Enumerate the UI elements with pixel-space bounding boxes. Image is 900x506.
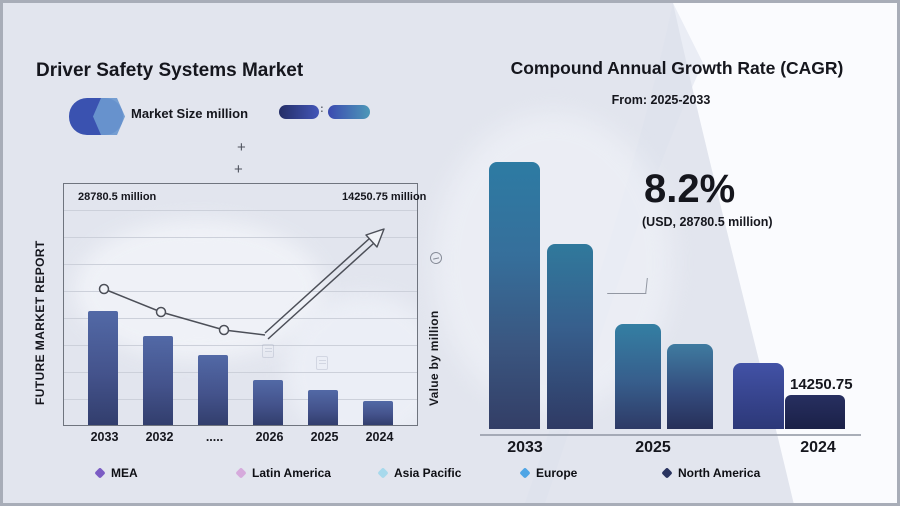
- ratio-pill-left-icon: [279, 105, 319, 119]
- ratio-pill-right-icon: [328, 105, 370, 119]
- legend-item-north-america: North America: [661, 466, 761, 480]
- watermark-doc-icon: [316, 356, 328, 370]
- cagr-x-label: 2025: [635, 439, 671, 456]
- ratio-separator: :: [320, 103, 324, 115]
- market-bar-2026: [253, 380, 283, 425]
- y-axis-label-left: FUTURE MARKET REPORT: [33, 240, 47, 406]
- market-x-label: 2032: [145, 430, 174, 444]
- pill-hexagon-shape: [93, 98, 125, 135]
- legend-label: North America: [678, 466, 761, 480]
- watermark-doc-icon: [262, 344, 274, 358]
- page-title: Driver Safety Systems Market: [36, 60, 304, 81]
- cagr-bar-2033-a: [489, 162, 540, 429]
- legend-item-latin-america: Latin America: [235, 466, 331, 480]
- legend-item-asia-pacific: Asia Pacific: [377, 466, 462, 480]
- legend-label: Latin America: [252, 466, 331, 480]
- cagr-annotation: 14250.75: [790, 376, 853, 393]
- cagr-bar-2024-b: [785, 395, 845, 429]
- cagr-title: Compound Annual Growth Rate (CAGR): [510, 58, 844, 78]
- cagr-note: (USD, 28780.5 million): [642, 215, 773, 229]
- market-x-label: 2033: [90, 430, 119, 444]
- legend-item-mea: MEA: [94, 466, 138, 480]
- market-x-label: .....: [205, 430, 224, 444]
- chart-start-value: 28780.5 million: [78, 191, 157, 203]
- y-axis-label-right: Value by million: [427, 310, 441, 406]
- market-bar-2025: [308, 390, 338, 425]
- cagr-axis-baseline: [480, 434, 861, 436]
- market-size-pill-icon: [69, 98, 125, 135]
- market-bar-.....: [198, 355, 228, 425]
- legend-diamond-icon: [235, 467, 247, 479]
- plus-mark-top: +: [237, 139, 246, 156]
- market-bar-2032: [143, 336, 173, 425]
- cagr-subtitle: From: 2025-2033: [611, 93, 711, 107]
- market-x-label: 2024: [365, 430, 394, 444]
- legend-diamond-icon: [661, 467, 673, 479]
- cagr-x-label: 2024: [800, 439, 836, 456]
- cagr-bar-2024-a: [733, 363, 784, 429]
- legend-label: Asia Pacific: [394, 466, 462, 480]
- cagr-bar-2025-a: [615, 324, 661, 429]
- legend-diamond-icon: [519, 467, 531, 479]
- market-x-label: 2026: [255, 430, 284, 444]
- market-bars: [88, 311, 393, 425]
- market-bar-2033: [88, 311, 118, 425]
- cagr-bar-2025-b: [667, 344, 713, 429]
- decorative-corner-bracket: [607, 278, 648, 294]
- legend-item-europe: Europe: [519, 466, 578, 480]
- legend-diamond-icon: [94, 467, 106, 479]
- market-x-label: 2025: [310, 430, 339, 444]
- plus-mark-bottom: +: [234, 161, 243, 178]
- cagr-bar-2033-b: [547, 244, 593, 429]
- market-x-labels: 2033 2032..... 2026 2025 2024: [63, 430, 418, 444]
- market-bar-2024: [363, 401, 393, 425]
- market-size-label: Market Size million: [131, 106, 249, 121]
- cagr-value: 8.2%: [644, 167, 736, 211]
- legend-diamond-icon: [377, 467, 389, 479]
- cagr-x-label: 2033: [507, 439, 543, 456]
- legend-label: MEA: [111, 466, 138, 480]
- chart-end-value: 14250.75 million: [342, 191, 427, 203]
- market-trend-chart: [63, 183, 418, 426]
- legend-label: Europe: [536, 466, 578, 480]
